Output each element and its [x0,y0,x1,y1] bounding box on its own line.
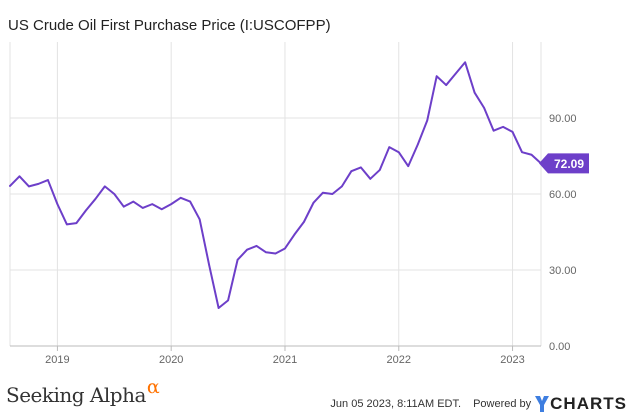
x-tick-label: 2022 [387,354,411,366]
x-tick-label: 2020 [159,354,183,366]
data-point [94,198,97,200]
data-point [379,169,381,171]
data-point [502,126,504,128]
data-point [9,185,11,187]
data-point [284,247,286,250]
data-point [388,146,391,148]
data-point [18,175,21,178]
chart-footer: Jun 05 2023, 8:11AM EDT. Powered by CHAR… [330,394,627,414]
data-point [426,119,429,122]
data-point [189,200,191,203]
x-tick-label: 2023 [500,354,524,366]
data-point [435,75,438,77]
data-point [47,179,49,181]
data-point [464,61,466,64]
data-point [360,166,362,169]
data-point [56,203,59,205]
data-point [521,151,523,153]
last-value-badge: 72.09 [539,153,589,174]
data-point [170,203,172,205]
data-point [454,72,457,75]
data-point [28,185,30,188]
x-tick-label: 2019 [45,354,69,366]
data-point [473,91,476,94]
data-point [255,245,258,247]
timestamp: Jun 05 2023, 8:11AM EDT. [330,398,462,410]
data-point [416,143,419,146]
series-line [9,61,542,309]
y-tick-label: 90.00 [549,113,577,125]
data-point [113,193,116,195]
ycharts-logo[interactable]: CHARTS [535,394,627,414]
data-point [85,209,87,212]
data-point [179,197,182,199]
data-point [151,203,154,205]
data-point [208,264,210,266]
data-point [122,205,125,208]
x-tick-label: 2021 [273,354,297,366]
powered-by-label: Powered by [473,398,532,410]
chart-title: US Crude Oil First Purchase Price (I:USC… [8,17,331,34]
alpha-icon: α [146,376,160,398]
plot-frame [9,42,542,351]
data-point [511,131,514,133]
data-point [141,207,144,209]
data-point [37,183,40,185]
data-point [350,170,353,172]
last-value-label: 72.09 [554,157,584,171]
last-value-badge-shape [539,153,589,174]
y-tick-label: 60.00 [549,189,577,201]
brand-name: Seeking Alpha [6,383,146,407]
data-point [274,252,277,255]
data-point [217,307,220,309]
grid-lines [10,42,541,347]
tick-labels: 0.00 30.00 60.00 90.00 2019 2020 2021 2022 2023 [45,113,576,366]
data-point [160,208,163,210]
data-point [293,233,296,236]
series-line-layer [9,61,542,309]
data-point [104,185,106,188]
data-point [369,178,372,180]
ycharts-y-icon [535,396,550,412]
data-point [198,218,201,221]
data-point [322,191,324,194]
data-point [75,222,78,224]
data-point [132,200,135,203]
data-point [407,165,410,167]
y-tick-label: 30.00 [549,265,577,277]
data-point [483,107,485,109]
data-point [66,223,68,226]
data-point [530,153,533,156]
seeking-alpha-logo: Seeking Alphaα [6,376,160,407]
data-point [303,221,305,223]
data-point [331,193,334,195]
data-point [341,185,343,188]
data-point [227,299,229,302]
data-point [397,151,400,153]
data-point [312,202,315,204]
data-point [236,259,239,261]
ycharts-logo-text: CHARTS [550,394,627,413]
data-point [445,84,447,86]
data-point [492,129,495,132]
data-point [246,248,248,251]
data-point [265,251,267,254]
y-tick-label: 0.00 [549,341,570,353]
